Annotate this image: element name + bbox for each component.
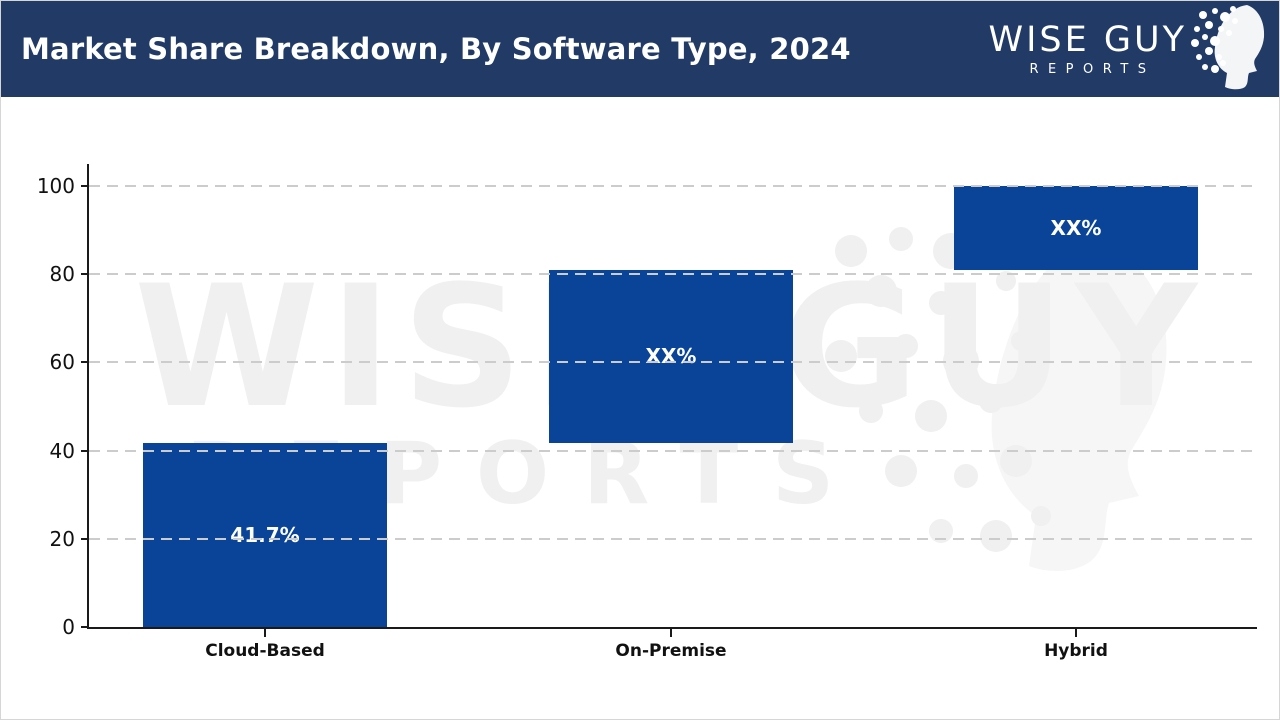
header-bar: Market Share Breakdown, By Software Type… xyxy=(1,1,1279,97)
bar-value-label: XX% xyxy=(1050,215,1102,240)
bar-on-premise: XX% xyxy=(549,269,793,444)
dotted-head-icon xyxy=(1189,3,1265,95)
brand-logo: WISE GUY REPORTS xyxy=(988,3,1265,95)
brand-logo-text: WISE GUY REPORTS xyxy=(988,19,1187,77)
page-title: Market Share Breakdown, By Software Type… xyxy=(21,32,851,66)
bar-hybrid: XX% xyxy=(954,186,1198,270)
bar-cloud-based: 41.7% xyxy=(143,443,387,627)
bar-value-label: XX% xyxy=(645,344,697,369)
brand-subname: REPORTS xyxy=(1029,61,1156,77)
brand-name: WISE GUY xyxy=(988,19,1187,60)
bar-value-label: 41.7% xyxy=(230,523,300,548)
